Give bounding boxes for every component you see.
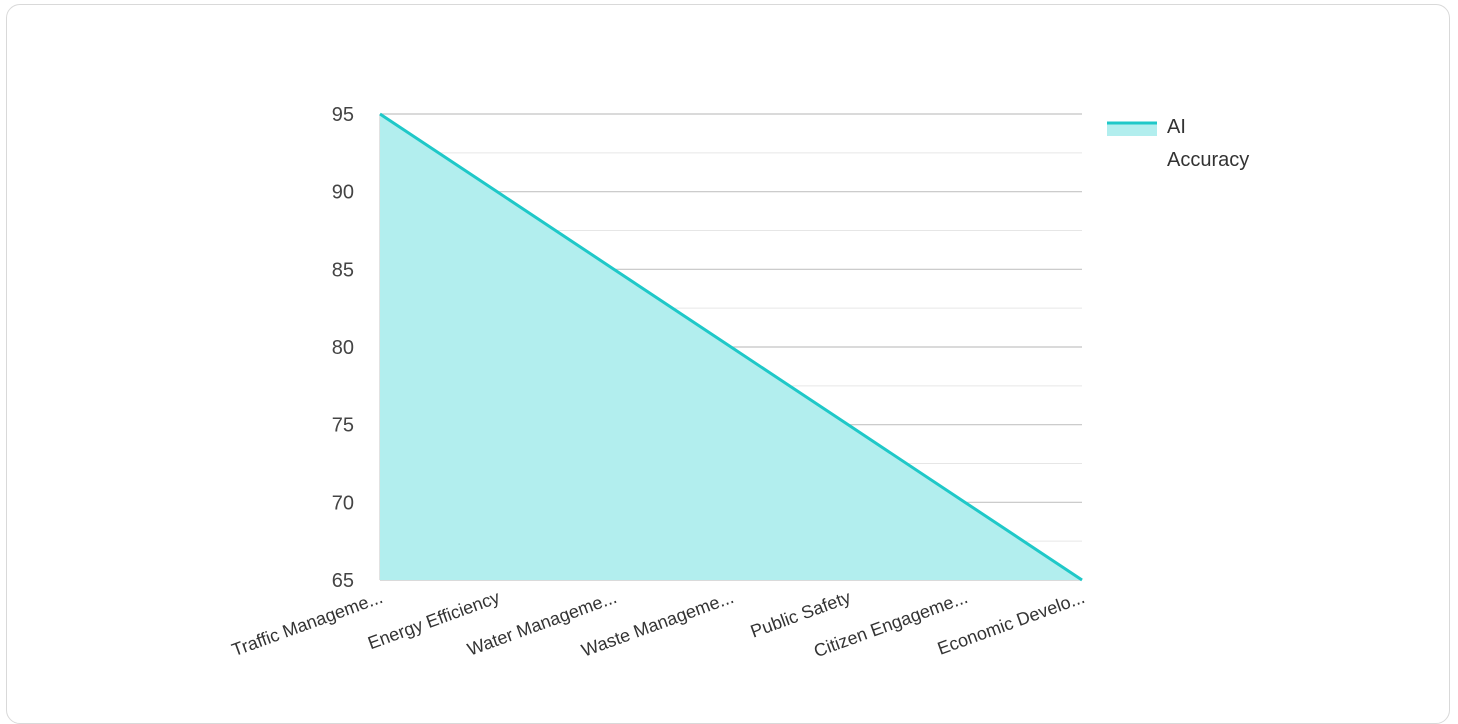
legend-label-line2: Accuracy [1167,149,1249,171]
legend: AI Accuracy [1107,116,1249,171]
legend-swatch [1107,122,1157,136]
y-tick-label: 70 [332,492,354,514]
area-chart: 95 90 85 80 75 70 65 Traffic Manageme...Energy… [229,104,1249,661]
y-tick-label: 90 [332,182,354,204]
y-axis-ticks: 95 90 85 80 75 70 65 [332,104,354,592]
y-tick-label: 80 [332,337,354,359]
legend-label-line1: AI [1167,116,1186,138]
series-line [379,112,1083,582]
y-tick-label: 85 [332,259,354,281]
y-tick-label: 75 [332,415,354,437]
x-axis-ticks: Traffic Manageme...Energy EfficiencyWate… [229,587,1087,661]
x-tick-label: Traffic Manageme... [229,587,385,660]
y-tick-label: 65 [332,570,354,592]
y-tick-label: 95 [332,104,354,126]
